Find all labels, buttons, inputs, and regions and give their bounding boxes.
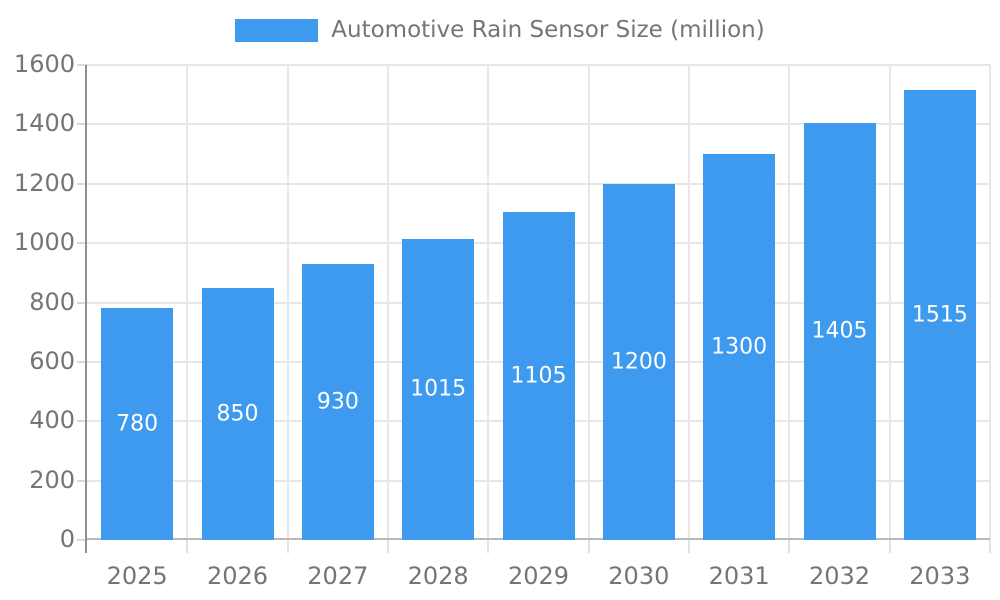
bar-2030[interactable]	[602, 183, 675, 540]
y-axis-tick	[77, 539, 87, 541]
plot-area: 0 200 400 600 800 1000 1200 1400 1600 780 2025 850 2…	[14, 50, 991, 590]
bar-value-label: 1405	[811, 318, 868, 344]
bar-2033[interactable]	[903, 90, 976, 540]
bar-value-label: 1105	[510, 363, 567, 389]
legend-label: Automotive Rain Sensor Size (million)	[331, 17, 765, 43]
gridline-h	[87, 64, 990, 66]
y-axis-tick	[77, 182, 87, 185]
x-axis-tick	[387, 540, 389, 553]
bar-value-label: 1300	[711, 334, 768, 360]
y-axis-label: 1600	[13, 49, 75, 78]
gridline-v	[688, 65, 690, 540]
x-axis-label: 2030	[608, 562, 670, 590]
gridline-v	[888, 65, 891, 540]
x-axis-tick	[788, 540, 791, 553]
bar-value-label: 930	[316, 389, 359, 415]
x-axis-label: 2033	[909, 562, 971, 590]
x-axis-label: 2026	[206, 562, 269, 590]
bar-2029[interactable]	[502, 211, 575, 540]
y-axis-tick	[77, 123, 87, 126]
x-axis-tick	[587, 540, 590, 553]
gridline-v	[587, 65, 590, 540]
bar-value-label: 780	[116, 411, 159, 437]
y-axis-label: 0	[59, 524, 75, 553]
gridline-h	[87, 182, 990, 185]
gridline-v	[286, 65, 289, 540]
bar-2031[interactable]	[703, 154, 776, 540]
x-axis-tick	[186, 540, 189, 553]
gridline-h	[87, 123, 990, 126]
y-axis-tick	[77, 301, 87, 304]
x-axis-tick	[487, 540, 490, 553]
y-axis-tick	[77, 242, 87, 245]
bar-2028[interactable]	[402, 238, 475, 540]
x-axis-tick	[688, 540, 690, 553]
x-axis-label: 2025	[106, 562, 168, 590]
x-axis-tick	[888, 540, 891, 553]
y-axis-tick	[77, 420, 87, 423]
y-axis-label: 400	[29, 406, 75, 435]
gridline-v	[487, 65, 490, 540]
y-axis-label: 1400	[13, 109, 75, 138]
gridline-v	[186, 65, 189, 540]
y-axis-tick	[77, 479, 87, 482]
bar-value-label: 1515	[911, 302, 968, 328]
y-axis-label: 1200	[13, 168, 75, 197]
x-axis-tick	[286, 540, 289, 553]
x-axis-label: 2032	[808, 562, 871, 590]
bar-value-label: 1200	[610, 349, 667, 375]
y-axis-label: 600	[29, 346, 75, 375]
x-axis-label: 2027	[307, 562, 369, 590]
y-axis-label: 1000	[13, 228, 75, 257]
y-axis-tick	[77, 360, 87, 363]
y-axis-label: 200	[29, 465, 75, 494]
bar-2027[interactable]	[301, 263, 374, 540]
bar-2032[interactable]	[803, 122, 876, 540]
x-axis-label: 2031	[708, 562, 770, 590]
bar-value-label: 850	[216, 401, 259, 427]
legend-swatch	[235, 18, 319, 42]
gridline-v	[989, 65, 991, 540]
y-axis-line	[85, 65, 87, 553]
bar-2025[interactable]	[101, 308, 174, 540]
x-axis-label: 2028	[407, 562, 469, 590]
gridline-v	[387, 65, 389, 540]
bar-value-label: 1015	[410, 376, 467, 402]
chart-legend[interactable]: Automotive Rain Sensor Size (million)	[0, 17, 1000, 43]
y-axis-tick	[77, 64, 87, 66]
y-axis-label: 800	[29, 287, 75, 316]
x-axis-tick	[989, 540, 991, 553]
gridline-v	[788, 65, 791, 540]
bar-2026[interactable]	[201, 287, 274, 540]
x-axis-label: 2029	[507, 562, 570, 590]
